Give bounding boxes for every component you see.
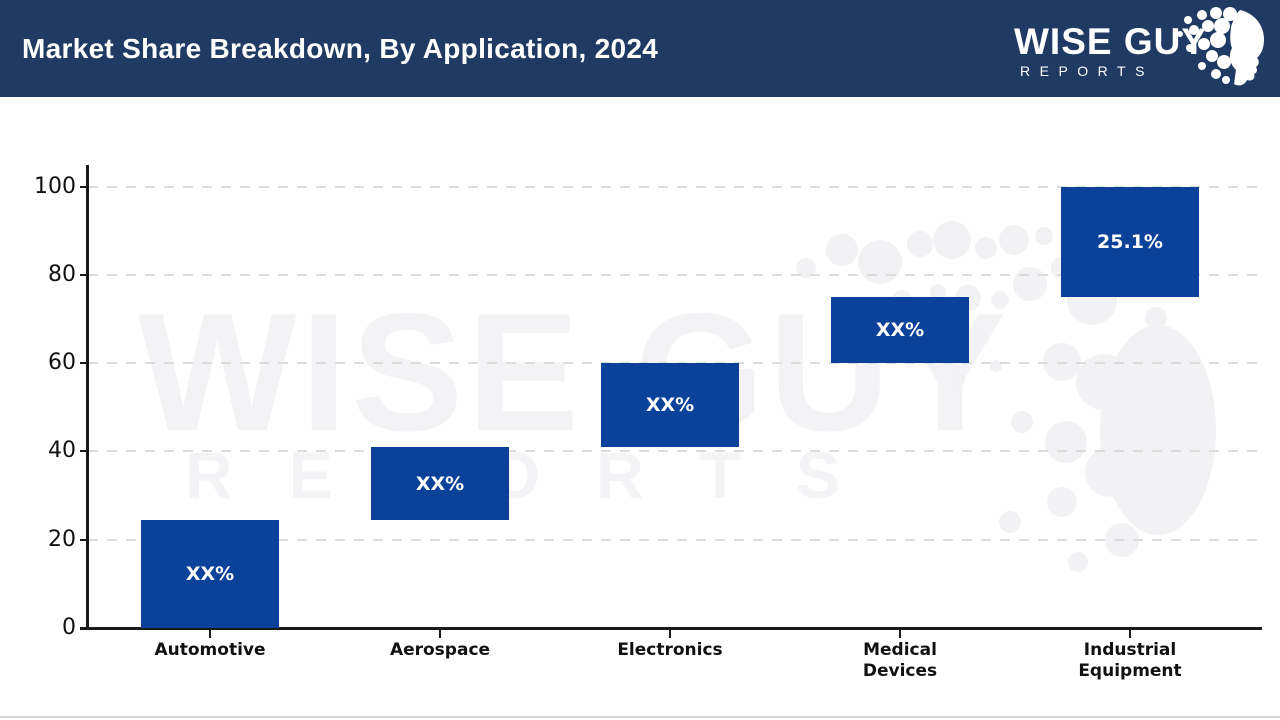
bar-automotive: XX% (141, 520, 279, 628)
header: Market Share Breakdown, By Application, … (0, 0, 1280, 97)
y-tick-mark (80, 362, 88, 365)
gridline-y-20 (88, 538, 1262, 541)
logo-subtext: REPORTS (1020, 63, 1154, 79)
bar-value-label: XX% (415, 472, 465, 495)
gridline-y-40 (88, 450, 1262, 453)
y-tick-label: 60 (48, 350, 76, 376)
y-tick-mark (80, 538, 88, 541)
x-axis-label-electronics: Electronics (617, 640, 723, 660)
watermark-text-secondary: REPORTS (185, 438, 897, 512)
y-tick-mark (80, 450, 88, 453)
y-tick-label: 40 (48, 438, 76, 464)
y-tick-label: 100 (34, 173, 76, 199)
bar-electronics: XX% (601, 362, 739, 448)
gridline-y-100 (88, 185, 1262, 188)
x-axis-label-aerospace: Aerospace (389, 640, 491, 660)
y-tick-mark (80, 273, 88, 276)
gridline-y-80 (88, 273, 1262, 276)
logo-wordmark: WISE GUY (1014, 21, 1207, 62)
bar-industrial-equipment: 25.1% (1061, 186, 1199, 298)
wise-guy-reports-logo: WISE GUY REPORTS (1014, 7, 1264, 86)
page-title: Market Share Breakdown, By Application, … (22, 32, 659, 64)
bar-value-label: 25.1% (1097, 230, 1163, 253)
x-tick-mark (439, 630, 441, 638)
x-axis-line (80, 627, 1262, 630)
x-axis-label-medical-devices: Medical Devices (862, 640, 938, 682)
bottom-divider (0, 716, 1280, 718)
x-tick-mark (669, 630, 671, 638)
bar-value-label: XX% (185, 563, 235, 586)
x-tick-mark (209, 630, 211, 638)
bar-aerospace: XX% (371, 447, 509, 521)
bar-value-label: XX% (875, 318, 925, 341)
y-axis-line (86, 165, 89, 630)
y-tick-label: 0 (62, 615, 76, 640)
x-axis-label-industrial-equipment: Industrial Equipment (1078, 640, 1182, 682)
bar-value-label: XX% (645, 394, 695, 417)
y-tick-label: 20 (48, 526, 76, 552)
x-tick-mark (899, 630, 901, 638)
y-tick-label: 80 (48, 261, 76, 287)
x-tick-mark (1129, 630, 1131, 638)
y-tick-mark (80, 185, 88, 188)
logo-face-icon (1177, 7, 1264, 86)
x-axis-label-automotive: Automotive (154, 640, 266, 660)
bar-medical-devices: XX% (831, 297, 969, 363)
